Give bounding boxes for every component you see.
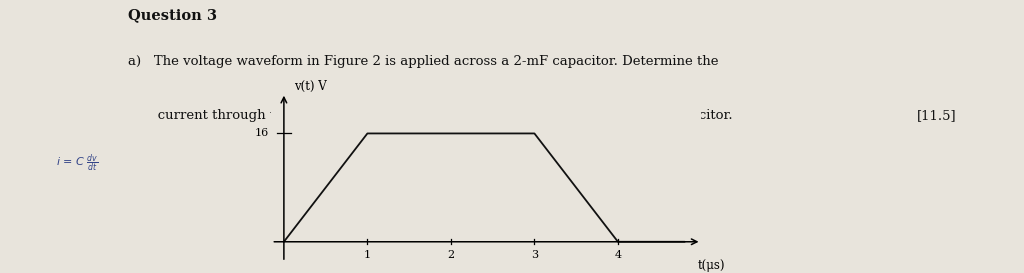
Text: 4: 4 bbox=[614, 250, 622, 260]
Text: 16: 16 bbox=[255, 128, 269, 138]
Text: current through the capacitor, and draw the current waveform through the capacit: current through the capacitor, and draw … bbox=[128, 109, 732, 122]
Text: [11.5]: [11.5] bbox=[916, 109, 956, 122]
Text: 3: 3 bbox=[530, 250, 538, 260]
Text: 2: 2 bbox=[447, 250, 455, 260]
Text: t(μs): t(μs) bbox=[697, 259, 725, 272]
Text: v(t) V: v(t) V bbox=[294, 80, 327, 93]
Text: a)   The voltage waveform in Figure 2 is applied across a 2-mF capacitor. Determ: a) The voltage waveform in Figure 2 is a… bbox=[128, 55, 719, 68]
Text: 1: 1 bbox=[364, 250, 371, 260]
Text: $\it{i}$ = $\it{C}$ $\frac{dv}{dt}$: $\it{i}$ = $\it{C}$ $\frac{dv}{dt}$ bbox=[56, 153, 98, 174]
Text: Question 3: Question 3 bbox=[128, 8, 217, 22]
